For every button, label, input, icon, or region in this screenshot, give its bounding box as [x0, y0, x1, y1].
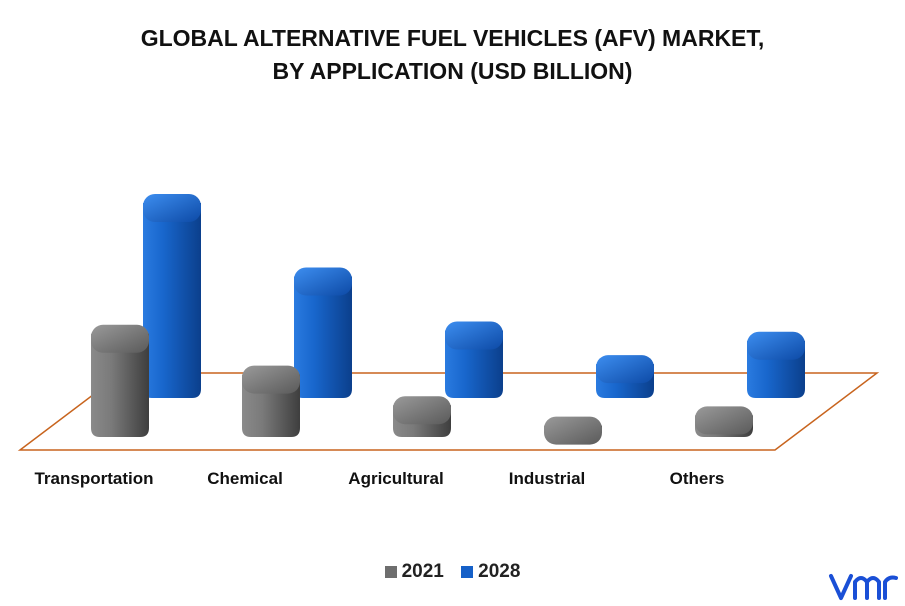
- legend-swatch-2021: [384, 566, 397, 578]
- bar-2028-transportation-cap: [143, 194, 201, 222]
- series-2028-bars: [143, 194, 805, 398]
- bar-2028-chemical-body: [294, 276, 352, 398]
- legend: 2021 2028: [0, 561, 905, 584]
- bar-2021-chemical: [242, 365, 300, 437]
- bar-2021-transportation-cap: [91, 324, 149, 353]
- chart-floor: [17, 372, 880, 451]
- bar-2021-industrial-cap: [544, 416, 602, 445]
- bar-2028-others: [747, 331, 805, 398]
- bar-2028-agricultural-cap: [445, 321, 503, 350]
- chart-title-line-1: GLOBAL ALTERNATIVE FUEL VEHICLES (AFV) M…: [140, 25, 765, 51]
- bar-2028-chemical: [294, 267, 352, 398]
- bar-2028-industrial: [596, 355, 654, 398]
- legend-item-2028: 2028: [461, 561, 520, 583]
- bar-2028-agricultural: [445, 321, 503, 398]
- chart-title: GLOBAL ALTERNATIVE FUEL VEHICLES (AFV) M…: [0, 22, 905, 88]
- category-labels: Transportation Chemical Agricultural Indust…: [34, 469, 724, 488]
- legend-label-2021: 2021: [401, 561, 444, 582]
- bar-2021-transportation: [91, 324, 149, 437]
- chart-title-line-2: BY APPLICATION (USD BILLION): [272, 58, 633, 84]
- bar-2021-transportation-body: [91, 333, 149, 437]
- legend-swatch-2028: [461, 566, 474, 578]
- category-label-agricultural: Agricultural: [348, 469, 443, 488]
- bar-2021-agricultural: [393, 396, 451, 437]
- bar-2028-transportation-body: [143, 203, 201, 398]
- category-label-others: Others: [670, 469, 725, 488]
- vmr-logo-icon: [829, 574, 898, 600]
- bar-2021-chemical-cap: [242, 365, 300, 394]
- bar-2021-industrial: [544, 416, 602, 445]
- category-label-chemical: Chemical: [207, 469, 283, 488]
- bar-2021-others-cap: [695, 406, 753, 435]
- bar-2028-chemical-cap: [294, 267, 352, 296]
- legend-label-2028: 2028: [478, 561, 521, 582]
- series-2021-bars: [91, 324, 753, 445]
- bar-2021-others: [695, 406, 753, 437]
- legend-item-2021: 2021: [384, 561, 444, 583]
- category-label-transportation: Transportation: [34, 469, 153, 488]
- bar-2028-industrial-cap: [596, 355, 654, 384]
- bar-2021-agricultural-cap: [393, 396, 451, 425]
- bar-2028-others-cap: [747, 331, 805, 360]
- bar-2028-transportation: [143, 194, 201, 398]
- category-label-industrial: Industrial: [509, 469, 586, 488]
